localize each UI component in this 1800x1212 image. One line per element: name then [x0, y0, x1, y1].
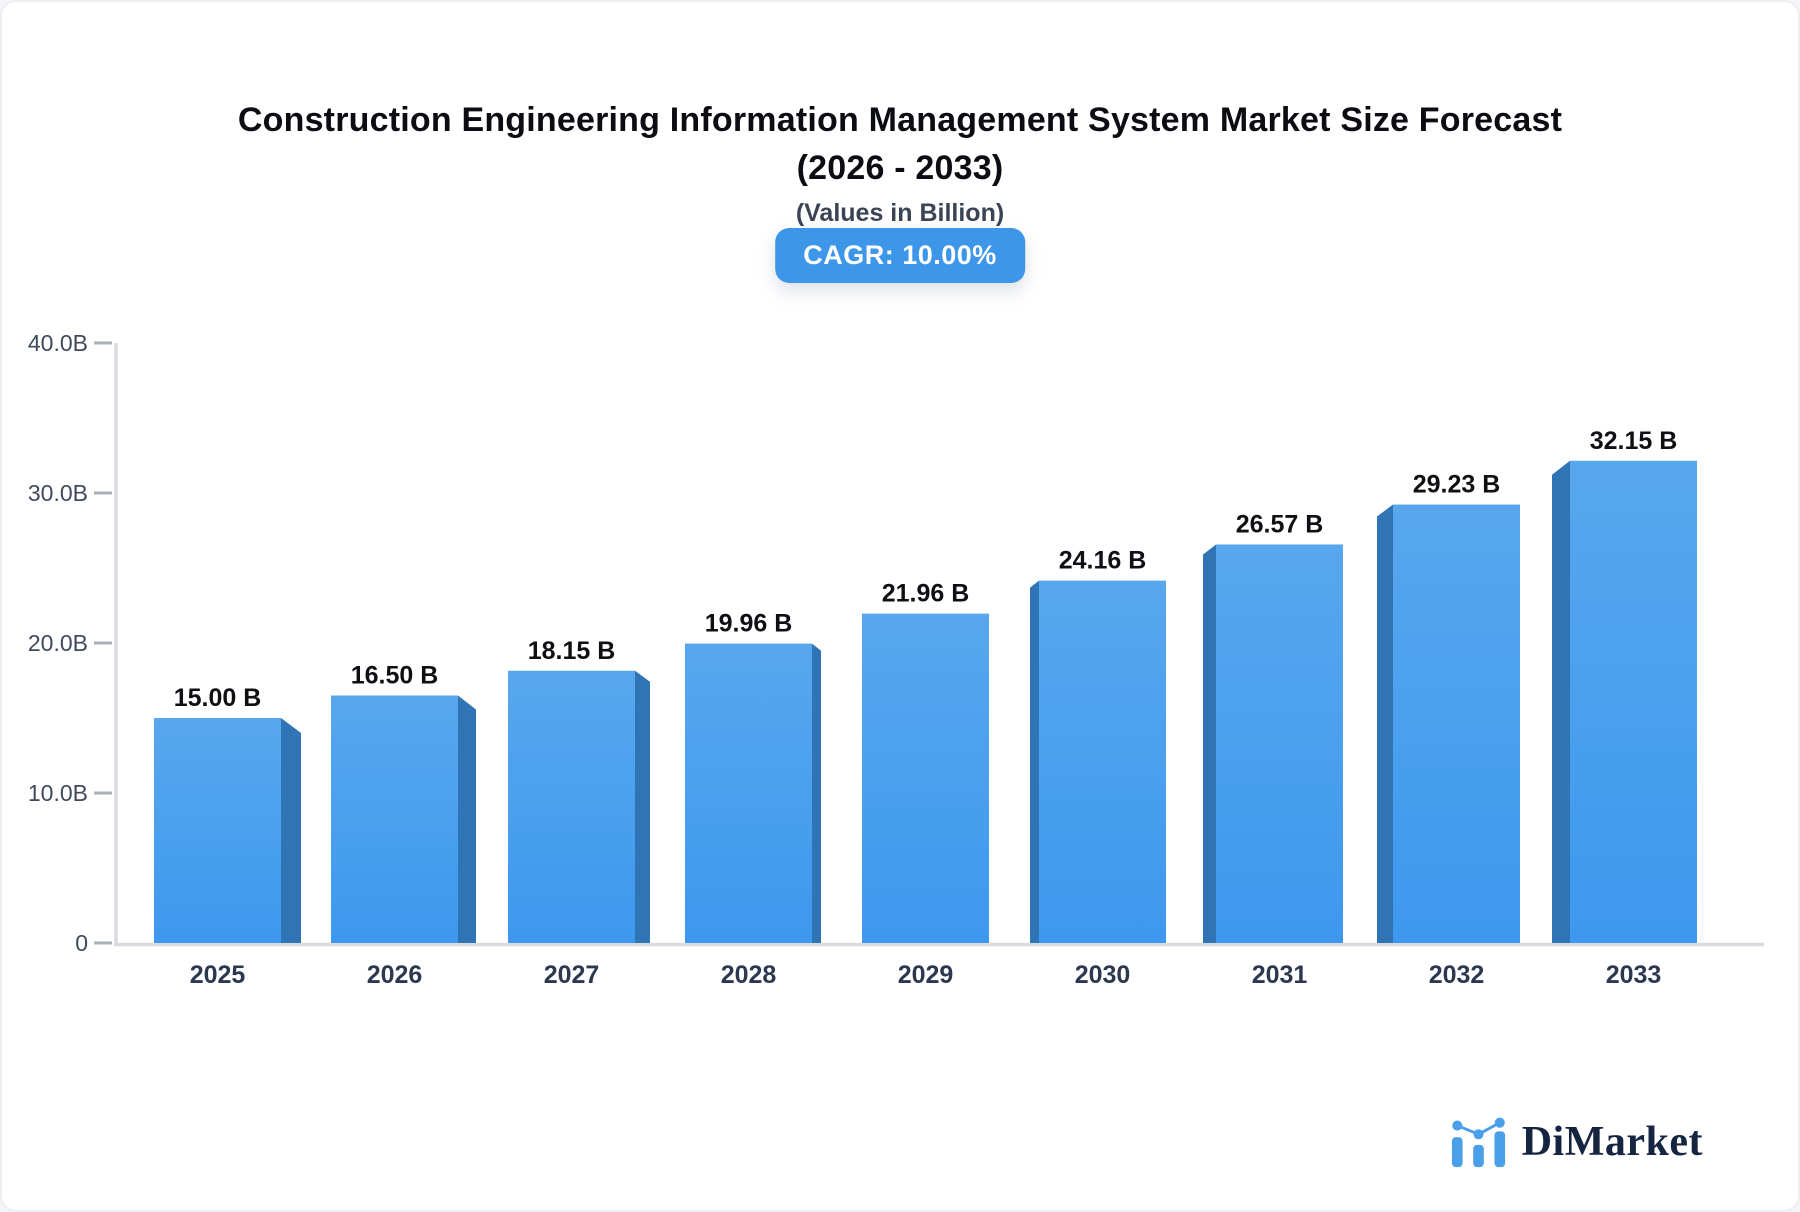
bar-value-label: 29.23 B: [1413, 471, 1501, 499]
x-axis-label-2033: 2033: [1606, 961, 1662, 989]
bar-2032: [1393, 504, 1520, 943]
x-axis-label-2025: 2025: [190, 961, 246, 989]
cagr-badge: CAGR: 10.00%: [775, 228, 1025, 283]
bar-side-face: [281, 718, 301, 943]
bar-side-face: [458, 695, 476, 943]
bar-2026: [331, 695, 458, 943]
dimarket-logo: DiMarket: [1450, 1116, 1703, 1168]
bar-value-label: 21.96 B: [882, 580, 970, 608]
bar-value-label: 26.57 B: [1236, 510, 1324, 538]
x-axis-label-2031: 2031: [1252, 961, 1308, 989]
bar-value-label: 19.96 B: [705, 610, 793, 638]
chart-subtitle: (Values in Billion): [795, 199, 1005, 227]
bar-2027: [508, 670, 635, 943]
chart-title-line1: Construction Engineering Information Man…: [237, 101, 1563, 139]
bar-value-label: 24.16 B: [1059, 547, 1147, 575]
bar-2031: [1216, 544, 1343, 943]
x-axis-label-2029: 2029: [898, 961, 954, 989]
y-axis-tick-label: 20.0B: [28, 630, 88, 656]
bar-value-label: 16.50 B: [351, 662, 439, 690]
bar-side-face: [1552, 460, 1570, 943]
bar-side-face: [1203, 544, 1216, 943]
bar-value-label: 32.15 B: [1590, 427, 1678, 455]
bar-chart-logo-icon: [1451, 1117, 1505, 1168]
bar-side-face: [1377, 504, 1393, 943]
bar-side-face: [812, 643, 821, 943]
y-axis-tick-label: 40.0B: [28, 330, 88, 356]
y-axis-tick-label: 30.0B: [28, 480, 88, 506]
chart-title: Construction Engineering Information Man…: [2, 96, 1798, 192]
bar-2030: [1039, 580, 1166, 943]
y-axis-tick-label: 0: [75, 930, 88, 956]
bar-2028: [685, 643, 812, 943]
bar-value-label: 18.15 B: [528, 637, 616, 665]
chart-title-line2: (2026 - 2033): [796, 149, 1004, 187]
x-axis-label-2026: 2026: [367, 961, 423, 989]
bar-2033: [1570, 460, 1697, 943]
bar-value-label: 15.00 B: [174, 684, 262, 712]
x-axis-label-2028: 2028: [721, 961, 777, 989]
x-axis-label-2032: 2032: [1429, 961, 1485, 989]
y-axis-tick-label: 10.0B: [28, 780, 88, 806]
dimarket-logo-text: DiMarket: [1521, 1119, 1703, 1165]
bar-2029: [862, 613, 989, 943]
bar-side-face: [1030, 580, 1039, 943]
bar-2025: [154, 718, 281, 943]
x-axis-label-2030: 2030: [1075, 961, 1131, 989]
bar-side-face: [635, 670, 650, 943]
x-axis-label-2027: 2027: [544, 961, 600, 989]
